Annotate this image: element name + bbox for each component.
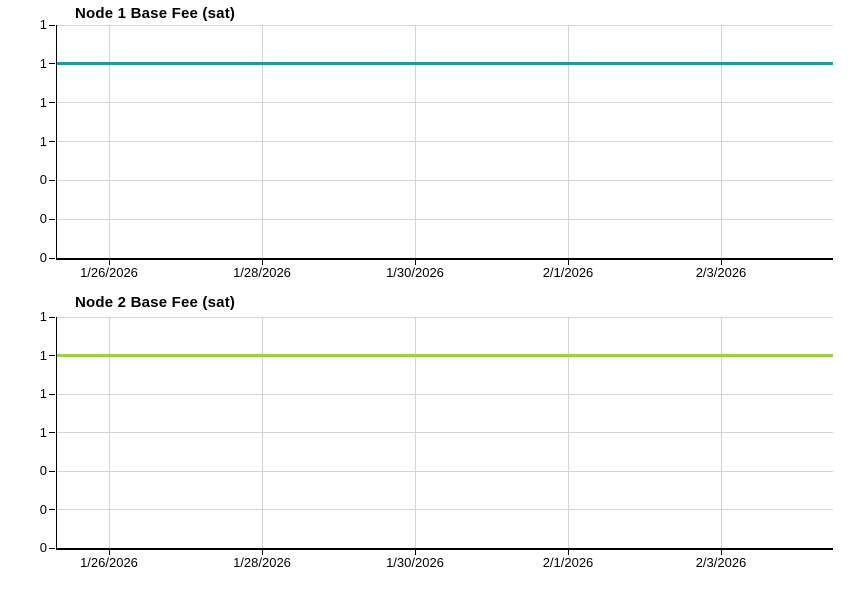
y-tick-label: 0 xyxy=(39,172,47,188)
y-tick-label: 1 xyxy=(39,309,47,324)
y-grid-line xyxy=(57,470,833,472)
y-axis-tick xyxy=(49,393,55,395)
chart-node-1-base-fee: Node 1 Base Fee (sat) 1/26/2026 1/28/2026… xyxy=(0,0,860,290)
x-tick-label: 2/1/2026 xyxy=(542,265,594,280)
y-axis-tick xyxy=(49,257,55,259)
x-tick-label: 1/30/2026 xyxy=(386,555,444,570)
x-axis-tick xyxy=(720,259,722,265)
y-tick-label: 1 xyxy=(39,17,47,32)
y-tick-label: 1 xyxy=(39,347,47,363)
y-axis-tick xyxy=(49,141,55,142)
data-line-series xyxy=(57,62,833,66)
chart-node-2-base-fee: Node 2 Base Fee (sat) 1/26/2026 1/28/2026… xyxy=(0,290,860,600)
y-axis-tick xyxy=(49,316,55,318)
y-grid-line xyxy=(57,509,833,510)
y-tick-label: 1 xyxy=(39,133,47,149)
x-axis-tick xyxy=(414,549,416,555)
y-axis-tick xyxy=(49,547,55,549)
x-tick-label: 1/26/2026 xyxy=(80,265,138,280)
y-tick-label: 0 xyxy=(39,463,47,478)
y-axis-tick xyxy=(49,509,55,510)
y-axis-tick xyxy=(49,63,55,65)
x-tick-label: 2/1/2026 xyxy=(542,555,594,570)
y-grid-line xyxy=(57,102,833,104)
y-axis-tick xyxy=(49,24,55,26)
data-line-series xyxy=(57,354,833,357)
x-tick-label: 1/28/2026 xyxy=(233,555,291,570)
x-tick-label: 1/26/2026 xyxy=(80,555,138,570)
x-tick-label: 2/3/2026 xyxy=(695,265,747,280)
y-tick-label: 1 xyxy=(39,424,47,440)
y-axis-tick xyxy=(49,179,55,181)
y-axis-tick xyxy=(49,218,55,220)
x-axis-tick xyxy=(567,259,569,265)
y-grid-line xyxy=(57,141,833,142)
y-axis-tick xyxy=(49,432,55,433)
y-axis-tick xyxy=(49,470,55,472)
y-tick-label: 0 xyxy=(39,540,47,555)
y-tick-label: 1 xyxy=(39,386,47,401)
y-grid-line xyxy=(57,179,833,181)
y-grid-line xyxy=(57,432,833,433)
y-grid-line xyxy=(57,393,833,395)
y-axis-tick xyxy=(49,355,55,356)
plot-area: 1/26/2026 1/28/2026 1/30/2026 2/1/2026 2/3/2… xyxy=(40,17,833,280)
y-tick-label: 0 xyxy=(39,250,47,265)
y-axis-tick xyxy=(49,102,55,104)
plot-area: 1/26/2026 1/28/2026 1/30/2026 2/1/2026 2/3/2… xyxy=(40,309,833,570)
y-tick-label: 1 xyxy=(39,55,47,71)
x-axis-tick xyxy=(108,259,110,265)
y-tick-label: 1 xyxy=(39,94,47,110)
x-axis-tick xyxy=(261,259,263,265)
x-axis-tick xyxy=(261,549,263,555)
x-tick-label: 2/3/2026 xyxy=(695,555,747,570)
x-tick-label: 1/28/2026 xyxy=(233,265,291,280)
chart-title: Node 1 Base Fee (sat) xyxy=(75,5,236,22)
chart-title: Node 2 Base Fee (sat) xyxy=(75,294,236,311)
y-grid-line xyxy=(57,218,833,220)
y-tick-label: 0 xyxy=(39,211,47,227)
y-grid-line xyxy=(57,24,833,26)
x-axis-tick xyxy=(108,549,110,555)
x-axis-tick xyxy=(720,549,722,555)
y-tick-label: 0 xyxy=(39,501,47,517)
x-axis-tick xyxy=(567,549,569,555)
x-axis-tick xyxy=(414,259,416,265)
x-tick-label: 1/30/2026 xyxy=(386,265,444,280)
y-grid-line xyxy=(57,316,833,318)
